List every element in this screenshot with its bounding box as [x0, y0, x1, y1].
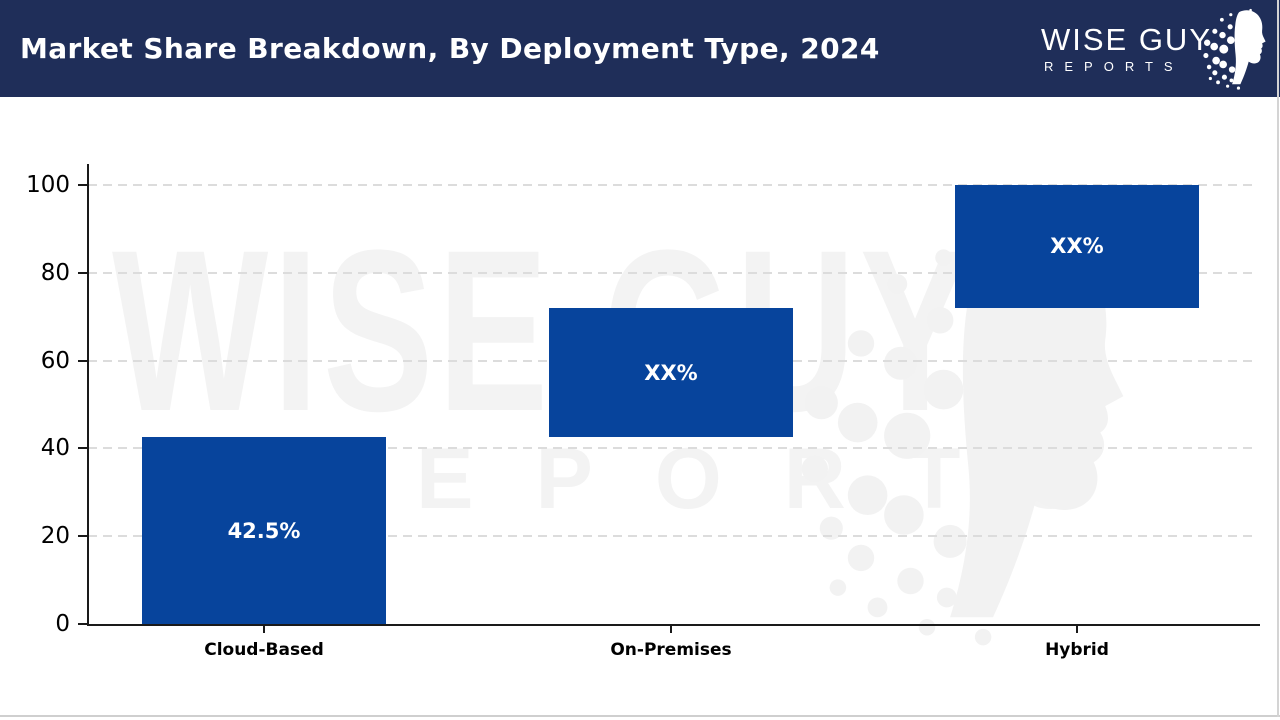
- x-tick-cloud-based: [263, 626, 265, 633]
- y-tick-20: [78, 535, 87, 538]
- y-axis-line: [87, 164, 89, 626]
- bar-hybrid: [955, 185, 1199, 308]
- gridline-40: [88, 447, 1253, 450]
- logo-wordmark: WISE GUY: [1040, 21, 1212, 57]
- x-axis-label-cloud-based: Cloud-Based: [204, 640, 324, 660]
- y-tick-label-20: 20: [40, 523, 70, 550]
- header: Market Share Breakdown, By Deployment Ty…: [0, 0, 1280, 97]
- logo-subtitle: REPORTS: [1043, 58, 1184, 74]
- x-axis-label-on-premises: On-Premises: [610, 640, 732, 660]
- y-tick-40: [78, 447, 87, 450]
- y-tick-label-60: 60: [40, 347, 70, 374]
- gridline-100: [88, 184, 1253, 186]
- bar-cloud-based: [142, 437, 386, 624]
- gridline-20: [88, 535, 1253, 538]
- y-tick-100: [78, 184, 87, 186]
- x-tick-hybrid: [1076, 626, 1078, 633]
- page-title: Market Share Breakdown, By Deployment Ty…: [20, 32, 880, 65]
- x-tick-on-premises: [670, 626, 672, 633]
- x-axis-line: [87, 624, 1260, 626]
- logo-text: WISE GUY REPORTS: [1041, 24, 1212, 74]
- page-border-bottom: [0, 715, 1280, 717]
- y-tick-label-40: 40: [40, 435, 70, 462]
- bar-value-label-on-premises: XX%: [644, 360, 698, 385]
- y-tick-60: [78, 359, 87, 362]
- y-tick-80: [78, 271, 87, 274]
- x-axis-label-hybrid: Hybrid: [1045, 640, 1109, 660]
- gridline-80: [88, 271, 1253, 274]
- y-tick-label-0: 0: [55, 611, 70, 637]
- wiseguy-logo: WISE GUY REPORTS: [1041, 0, 1266, 97]
- bar-on-premises: [549, 307, 793, 438]
- y-tick-label-80: 80: [40, 259, 70, 286]
- bar-value-label-cloud-based: 42.5%: [227, 518, 301, 543]
- page-border-right: [1277, 0, 1279, 717]
- y-tick-label-100: 100: [26, 172, 70, 198]
- bar-value-label-hybrid: XX%: [1050, 234, 1104, 259]
- watermark-subtitle: REPORTS: [292, 431, 1142, 527]
- y-tick-0: [78, 623, 87, 625]
